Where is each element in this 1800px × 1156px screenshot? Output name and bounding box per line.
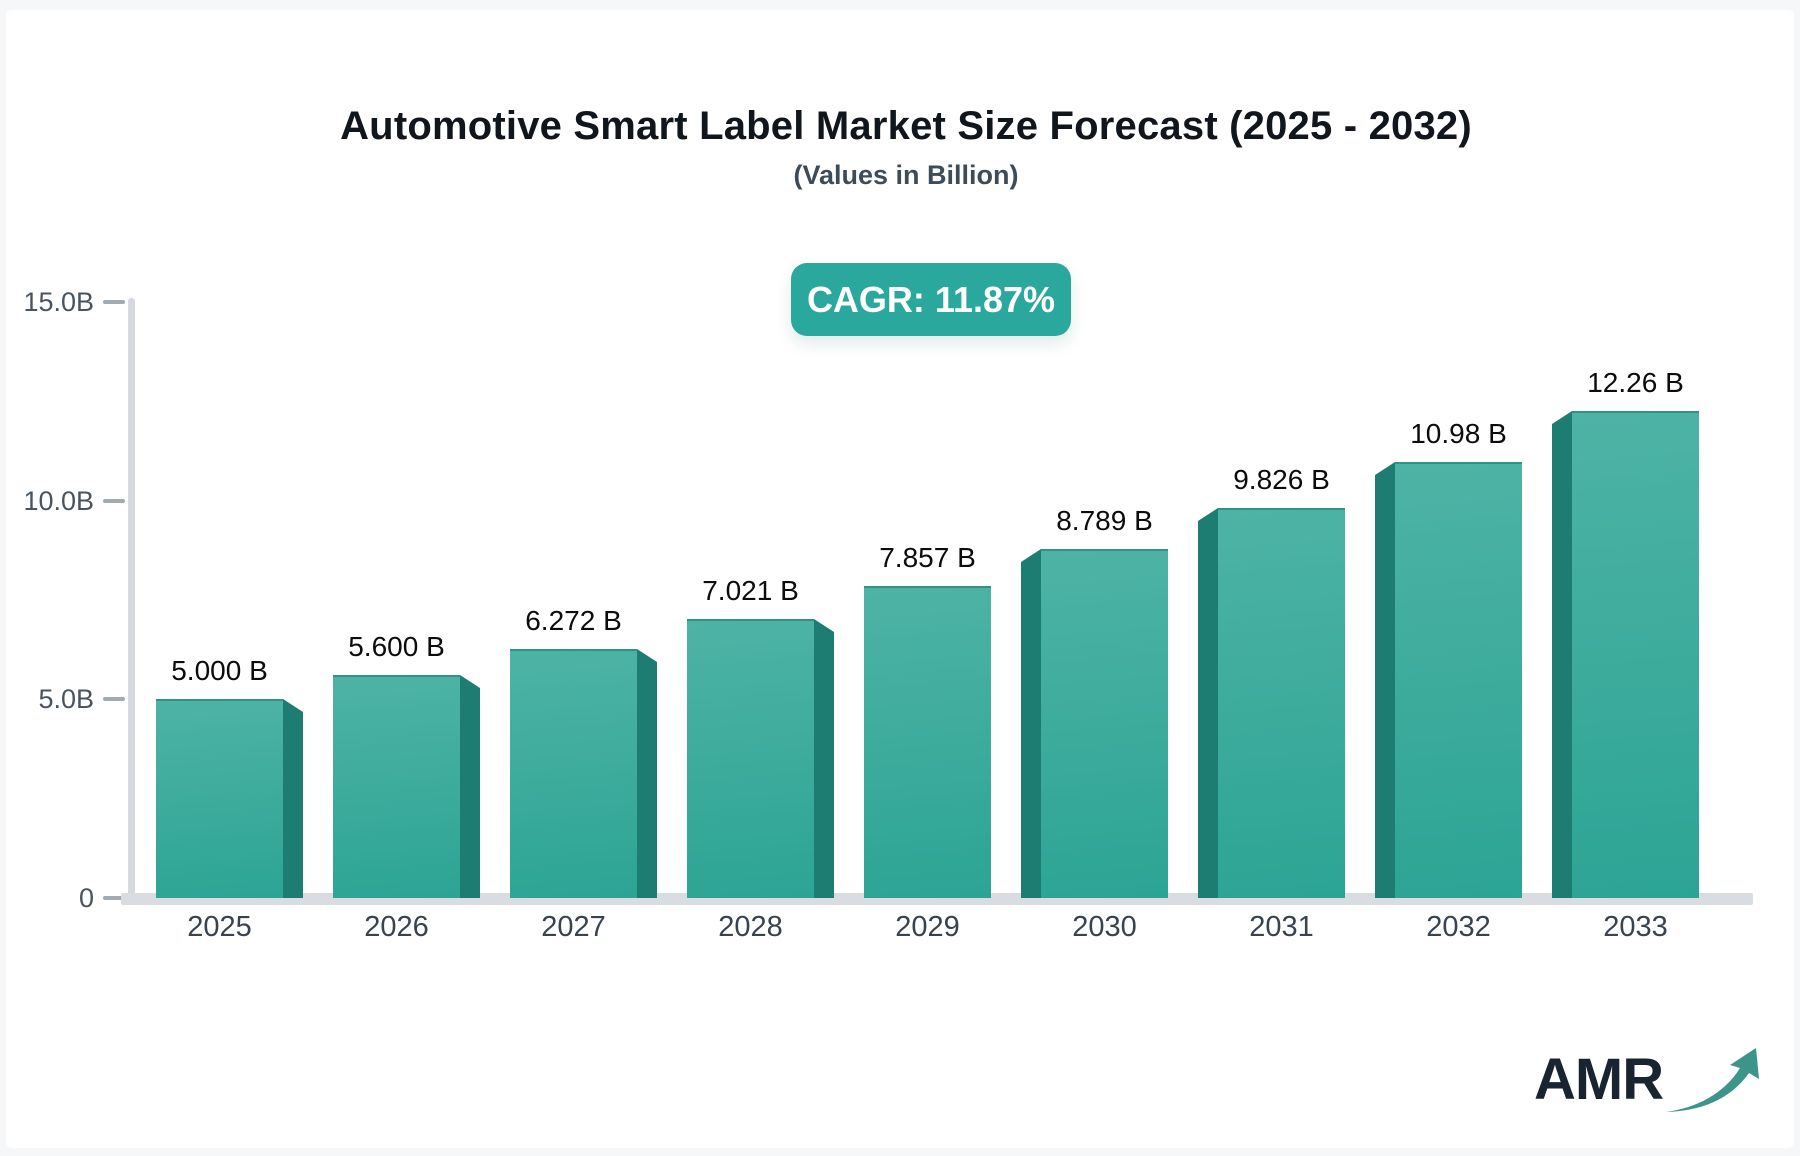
y-axis-tick [103, 896, 125, 900]
bar-side-2032 [1375, 462, 1395, 898]
x-axis-label: 2026 [364, 911, 429, 943]
bar-value-label: 5.000 B [171, 655, 268, 686]
y-axis-tick [103, 697, 125, 702]
bar-2032 [1395, 462, 1522, 898]
bar-value-label: 7.021 B [702, 575, 799, 606]
x-axis-label: 2028 [718, 911, 783, 943]
bar-2033 [1572, 411, 1699, 898]
y-axis-tick [103, 498, 125, 503]
chart-card: Automotive Smart Label Market Size Forec… [6, 10, 1794, 1148]
bar-2028 [687, 619, 814, 898]
bar-2026 [333, 675, 460, 898]
x-axis-label: 2031 [1249, 911, 1314, 943]
bar-side-2030 [1021, 549, 1041, 898]
bar-2031 [1218, 508, 1345, 898]
bar-side-2025 [283, 699, 303, 898]
y-axis-label: 10.0B [23, 485, 94, 516]
bar-value-label: 10.98 B [1410, 418, 1507, 449]
bar-value-label: 12.26 B [1587, 367, 1684, 398]
bar-2027 [510, 649, 637, 898]
bar-value-label: 9.826 B [1233, 464, 1330, 495]
bar-value-label: 5.600 B [348, 631, 445, 662]
x-axis-label: 2032 [1426, 911, 1491, 943]
bar-2030 [1041, 549, 1168, 898]
y-axis-tick [103, 299, 125, 304]
y-axis-label: 0 [78, 883, 94, 913]
x-axis-label: 2033 [1603, 911, 1668, 943]
bar-side-2028 [814, 619, 834, 898]
y-axis-label: 5.0B [38, 684, 94, 715]
amr-logo: AMR [1534, 1042, 1764, 1122]
x-axis-label: 2027 [541, 911, 606, 943]
x-axis-label: 2025 [187, 911, 252, 943]
bar-value-label: 6.272 B [525, 605, 622, 636]
x-axis-label: 2029 [895, 911, 960, 943]
x-axis-label: 2030 [1072, 911, 1137, 943]
y-axis-line [128, 298, 135, 902]
bar-side-2033 [1552, 411, 1572, 898]
y-axis-label: 15.0B [23, 286, 94, 317]
amr-logo-text: AMR [1534, 1047, 1664, 1112]
cagr-badge: CAGR: 11.87% [791, 263, 1071, 336]
bar-value-label: 8.789 B [1056, 505, 1153, 536]
bar-2029 [864, 586, 991, 898]
bar-side-2027 [637, 649, 657, 898]
bar-2025 [156, 699, 283, 898]
bar-value-label: 7.857 B [879, 542, 976, 573]
bar-side-2026 [460, 675, 480, 898]
chart-title: Automotive Smart Label Market Size Forec… [340, 104, 1472, 148]
cagr-badge-label: CAGR: 11.87% [806, 278, 1056, 320]
chart-subtitle: (Values in Billion) [793, 160, 1019, 190]
bar-side-2031 [1198, 508, 1218, 898]
amr-logo-arrow-icon [1666, 1048, 1759, 1112]
